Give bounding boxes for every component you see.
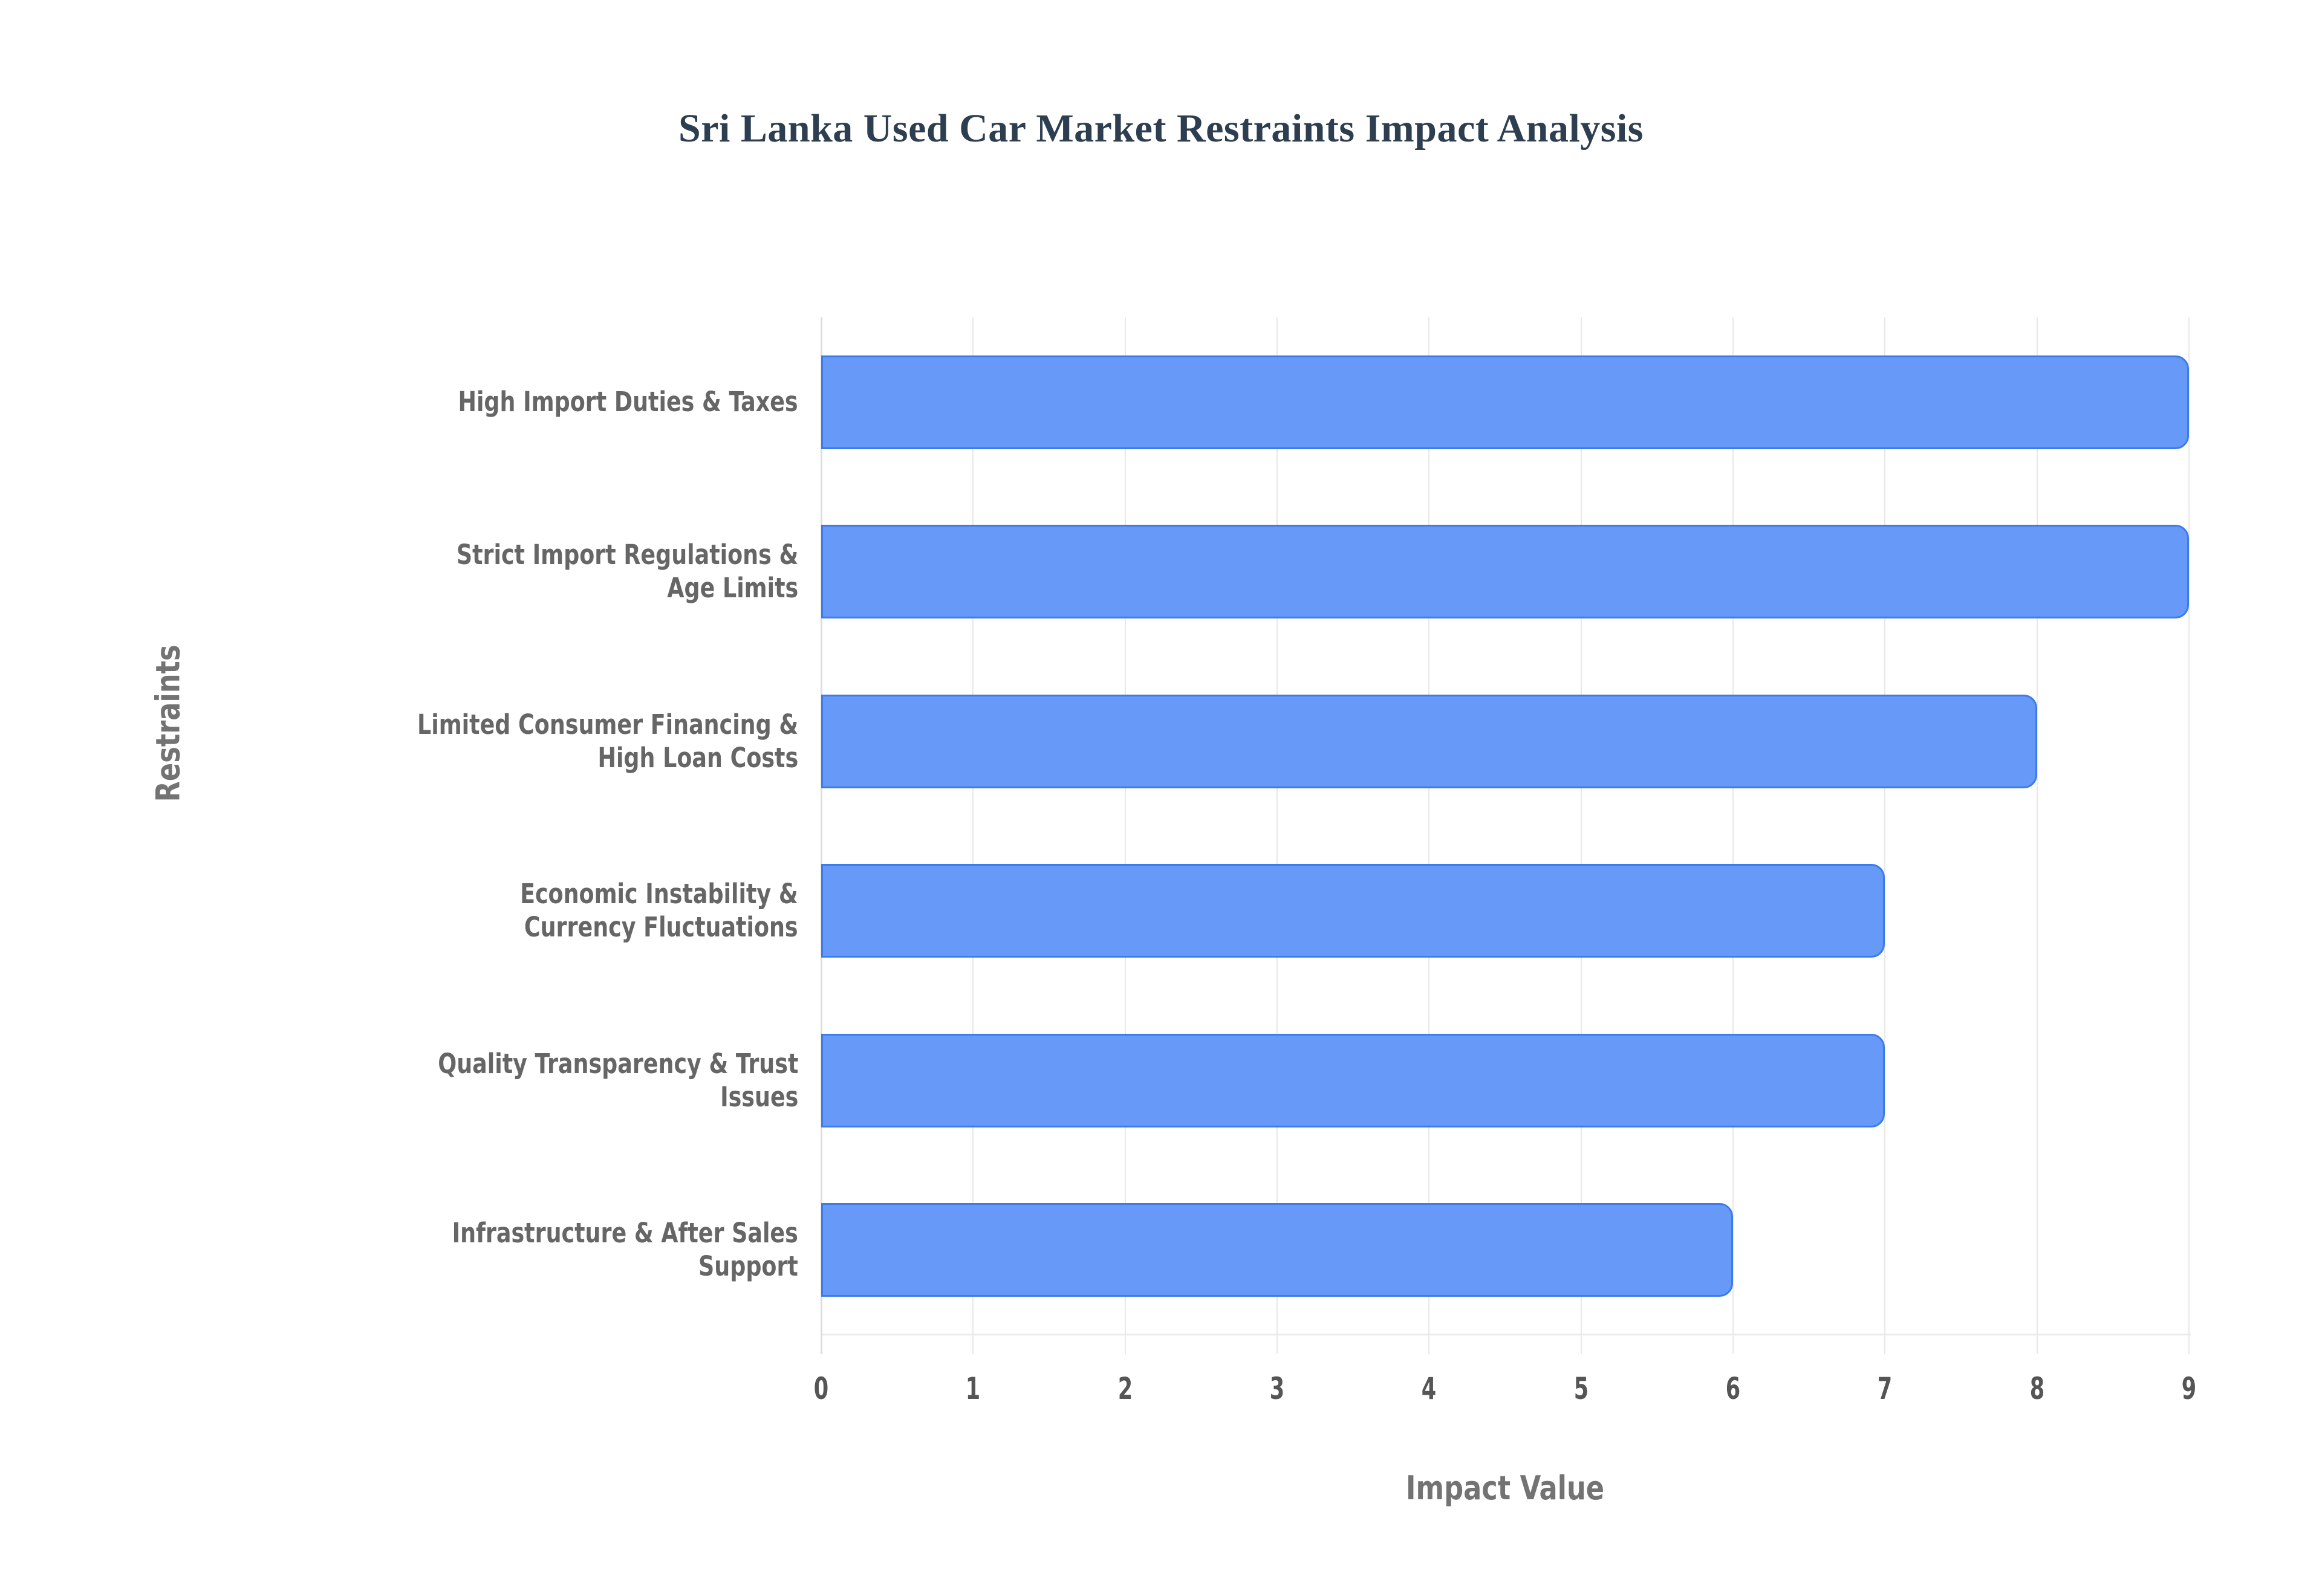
bar[interactable] bbox=[821, 1034, 1885, 1127]
x-tick-label-0: 0 bbox=[813, 1371, 829, 1406]
bar[interactable] bbox=[821, 695, 2037, 788]
bar[interactable] bbox=[821, 525, 2189, 618]
gridline-x-4 bbox=[1428, 317, 1430, 1354]
x-axis-title: Impact Value bbox=[1405, 1469, 1605, 1507]
y-axis-label-3: Economic Instability & Currency Fluctuat… bbox=[230, 864, 798, 958]
y-axis-label-text: Economic Instability & Currency Fluctuat… bbox=[520, 877, 798, 943]
gridline-x-7 bbox=[1884, 317, 1886, 1354]
gridline-x-9 bbox=[2188, 317, 2190, 1354]
gridline-x-6 bbox=[1732, 317, 1734, 1354]
x-tick-label-6: 6 bbox=[1725, 1371, 1741, 1406]
gridline-x-5 bbox=[1580, 317, 1582, 1354]
y-axis-label-text: High Import Duties & Taxes bbox=[458, 386, 798, 418]
x-tick-label-7: 7 bbox=[1878, 1371, 1893, 1406]
x-tick-label-3: 3 bbox=[1269, 1371, 1285, 1406]
y-axis-label-1: Strict Import Regulations & Age Limits bbox=[230, 525, 798, 618]
gridline-x-2 bbox=[1124, 317, 1126, 1354]
x-axis-baseline bbox=[821, 1334, 2191, 1335]
gridline-x-1 bbox=[972, 317, 974, 1354]
gridline-x-0 bbox=[821, 317, 822, 1354]
gridline-x-8 bbox=[2036, 317, 2038, 1354]
y-axis-label-text: Infrastructure & After Sales Support bbox=[452, 1216, 798, 1282]
bar[interactable] bbox=[821, 1203, 1733, 1297]
y-axis-label-5: Infrastructure & After Sales Support bbox=[230, 1203, 798, 1297]
chart-title: Sri Lanka Used Car Market Restraints Imp… bbox=[678, 106, 1644, 151]
gridline-x-3 bbox=[1276, 317, 1278, 1354]
bar[interactable] bbox=[821, 864, 1885, 958]
y-axis-label-2: Limited Consumer Financing & High Loan C… bbox=[230, 695, 798, 788]
x-tick-label-8: 8 bbox=[2029, 1371, 2044, 1406]
bar[interactable] bbox=[821, 355, 2189, 449]
plot-area bbox=[821, 317, 2190, 1354]
x-tick-label-2: 2 bbox=[1117, 1371, 1133, 1406]
y-axis-label-4: Quality Transparency & Trust Issues bbox=[230, 1034, 798, 1127]
y-axis-label-0: High Import Duties & Taxes bbox=[230, 355, 798, 449]
y-axis-label-text: Strict Import Regulations & Age Limits bbox=[456, 538, 798, 604]
x-tick-label-4: 4 bbox=[1422, 1371, 1437, 1406]
y-axis-title: Restraints bbox=[149, 644, 187, 802]
y-axis-label-text: Quality Transparency & Trust Issues bbox=[437, 1047, 798, 1113]
y-axis-label-text: Limited Consumer Financing & High Loan C… bbox=[417, 708, 798, 774]
x-tick-label-5: 5 bbox=[1573, 1371, 1589, 1406]
x-tick-label-1: 1 bbox=[966, 1371, 981, 1406]
x-tick-label-9: 9 bbox=[2181, 1371, 2197, 1406]
